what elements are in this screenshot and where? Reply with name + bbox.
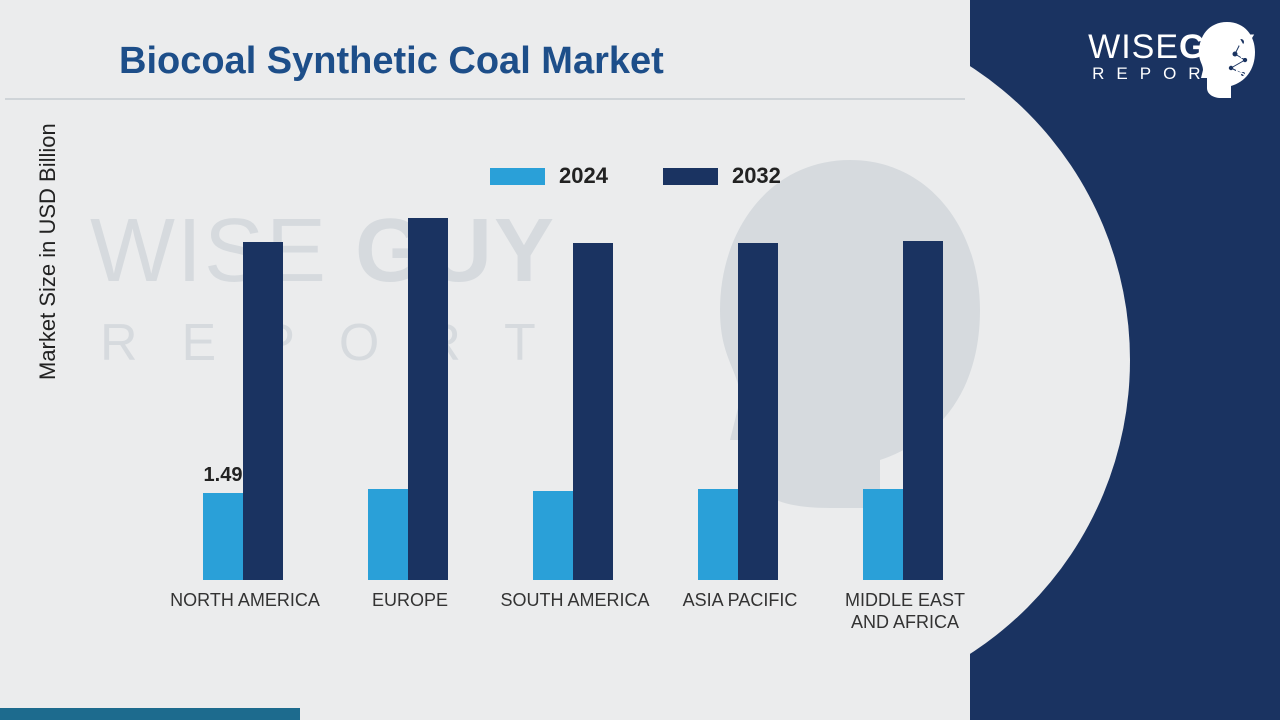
category-label: MIDDLE EAST AND AFRICA [830,580,980,633]
bar [533,491,573,580]
bar-group: MIDDLE EAST AND AFRICA [845,200,965,580]
brand-logo: WISEGUY REPORTS [1088,28,1258,84]
category-label: ASIA PACIFIC [665,580,815,612]
bar [573,243,613,580]
brand-text-wise: WISE [1088,28,1179,66]
y-axis-label: Market Size in USD Billion [35,123,61,380]
bar [903,241,943,580]
bar-group: ASIA PACIFIC [680,200,800,580]
legend-swatch-2024 [490,168,545,185]
legend-label-2024: 2024 [559,163,608,189]
bar [863,489,903,580]
title-underline [5,98,965,100]
category-label: NORTH AMERICA [170,580,320,612]
brand-text-guy: GUY [1179,28,1256,66]
legend: 2024 2032 [490,163,781,189]
legend-item-2032: 2032 [663,163,781,189]
chart-title: Biocoal Synthetic Coal Market [119,40,664,83]
plot-region: 1.49NORTH AMERICA EUROPE SOUTH AMERICA ASIA… [155,200,965,580]
bottom-accent-bar [0,708,300,720]
chart-area: 1.49NORTH AMERICA EUROPE SOUTH AMERICA ASIA… [55,150,975,690]
brand-text-reports: REPORTS [1092,64,1258,84]
category-label: SOUTH AMERICA [500,580,650,612]
legend-label-2032: 2032 [732,163,781,189]
legend-item-2024: 2024 [490,163,608,189]
bar [243,242,283,580]
bar [408,218,448,580]
bar-group: EUROPE [350,200,470,580]
bar [698,489,738,580]
bar [368,489,408,580]
bar [738,243,778,580]
bar-group: 1.49NORTH AMERICA [185,200,305,580]
legend-swatch-2032 [663,168,718,185]
bar-group: SOUTH AMERICA [515,200,635,580]
category-label: EUROPE [335,580,485,612]
bar: 1.49 [203,493,243,580]
